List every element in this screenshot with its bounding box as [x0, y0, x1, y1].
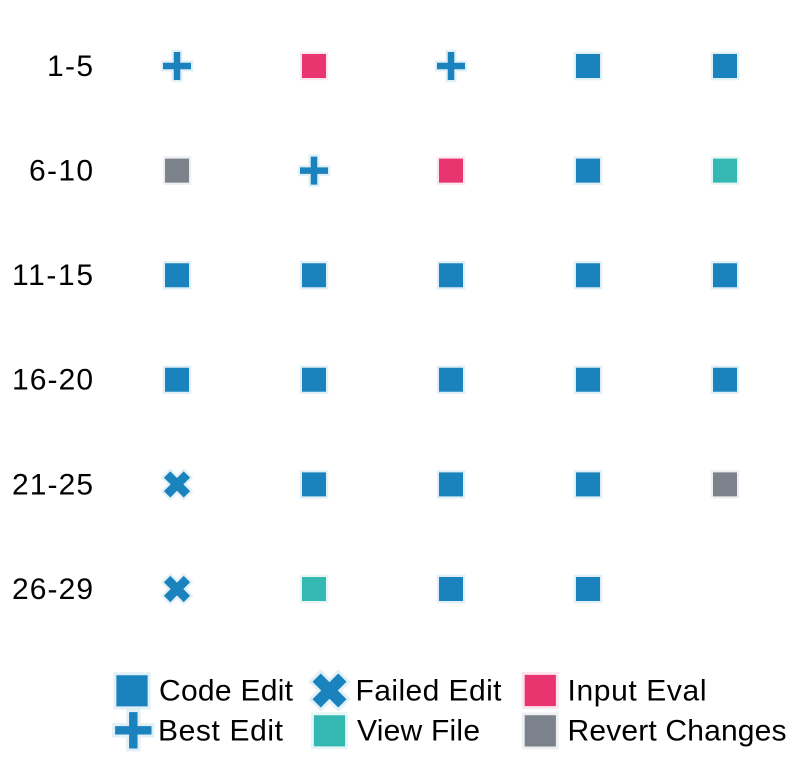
svg-text:Failed Edit: Failed Edit — [356, 675, 503, 708]
svg-text:6-10: 6-10 — [29, 155, 93, 188]
svg-text:View File: View File — [357, 714, 480, 747]
svg-text:21-25: 21-25 — [12, 468, 93, 501]
svg-text:26-29: 26-29 — [12, 573, 93, 606]
svg-text:11-15: 11-15 — [12, 259, 93, 292]
svg-text:1-5: 1-5 — [47, 50, 93, 83]
svg-text:Best Edit: Best Edit — [158, 714, 284, 747]
svg-text:Revert Changes: Revert Changes — [568, 714, 787, 747]
svg-text:16-20: 16-20 — [12, 364, 93, 397]
svg-text:Code Edit: Code Edit — [159, 675, 294, 708]
svg-text:Input Eval: Input Eval — [568, 675, 707, 708]
